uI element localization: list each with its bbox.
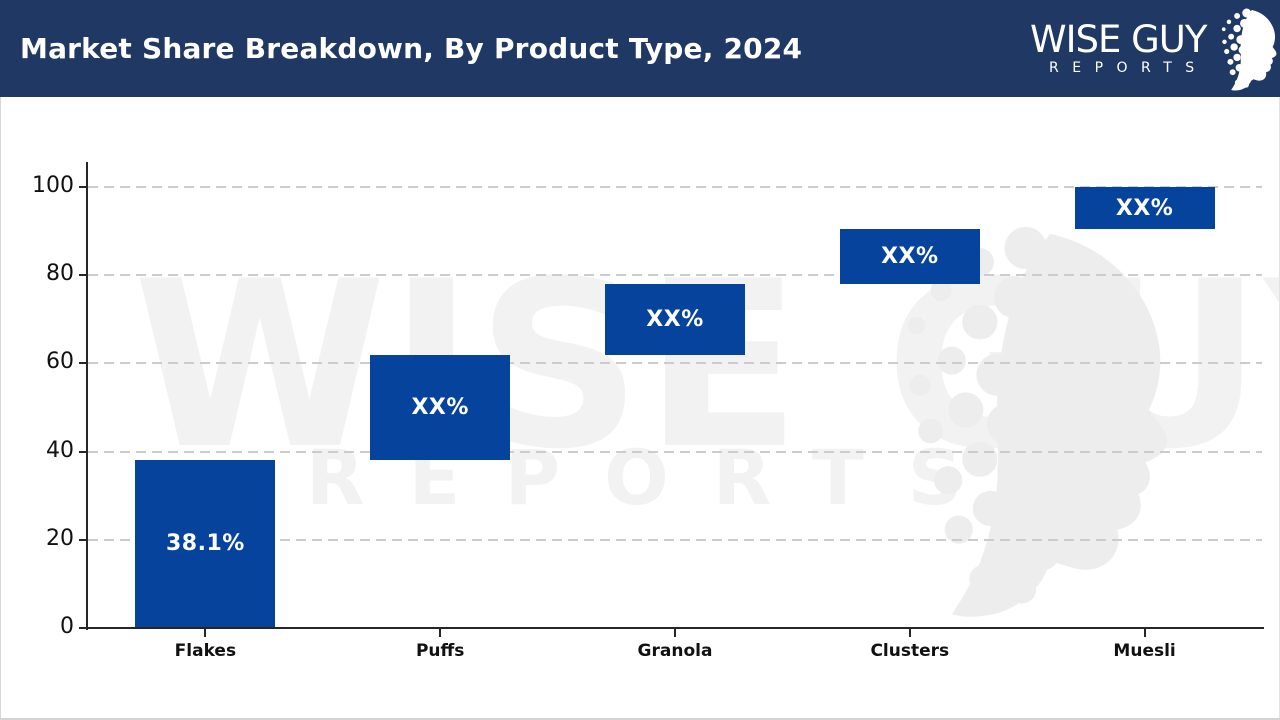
x-tick-label: Muesli (1113, 641, 1176, 661)
bar-value-label: XX% (881, 243, 939, 269)
x-tick-mark (439, 629, 442, 637)
x-tick-mark (204, 629, 207, 637)
brand-subtitle: REPORTS (1049, 60, 1208, 76)
y-tick-label: 80 (46, 261, 74, 287)
bar-value-label: XX% (411, 394, 469, 420)
x-axis-line (86, 627, 1264, 629)
y-tick-mark (79, 538, 87, 541)
y-tick-label: 60 (46, 349, 74, 375)
bar-flakes: 38.1% (135, 459, 276, 628)
y-tick-label: 0 (60, 614, 74, 639)
x-tick-mark (1143, 629, 1146, 637)
brand-name: WISE GUY (1030, 18, 1207, 61)
y-tick-mark (79, 627, 87, 629)
y-tick-label: 100 (32, 173, 74, 198)
y-tick-mark (79, 362, 87, 365)
gridline-60 (88, 362, 1262, 365)
x-tick-mark (674, 629, 676, 637)
y-axis-line (86, 162, 88, 630)
y-tick-mark (79, 186, 87, 188)
gridline-80 (88, 274, 1262, 277)
header-bar: Market Share Breakdown, By Product Type,… (0, 0, 1280, 97)
bar-granola: XX% (605, 283, 745, 356)
y-tick-mark (79, 274, 87, 277)
x-tick-label: Flakes (174, 641, 237, 661)
x-tick-label: Granola (637, 641, 713, 661)
bar-muesli: XX% (1074, 187, 1215, 230)
gridline-100 (88, 186, 1262, 188)
bar-clusters: XX% (839, 229, 980, 284)
y-tick-label: 20 (46, 525, 74, 551)
bar-value-label: XX% (1115, 195, 1174, 221)
gridline-20 (88, 538, 1262, 541)
chart-title: Market Share Breakdown, By Product Type,… (20, 32, 803, 65)
y-tick-mark (79, 450, 87, 453)
page-left-border (0, 97, 1, 720)
gridline-40 (88, 450, 1262, 453)
x-tick-mark (908, 629, 911, 637)
x-tick-label: Puffs (415, 641, 465, 661)
page-bottom-border (0, 718, 1280, 720)
y-tick-label: 40 (46, 437, 74, 463)
bar-value-label: 38.1% (165, 531, 245, 557)
bar-value-label: XX% (646, 306, 704, 332)
x-tick-label: Clusters (870, 641, 950, 661)
bar-puffs: XX% (370, 355, 511, 460)
